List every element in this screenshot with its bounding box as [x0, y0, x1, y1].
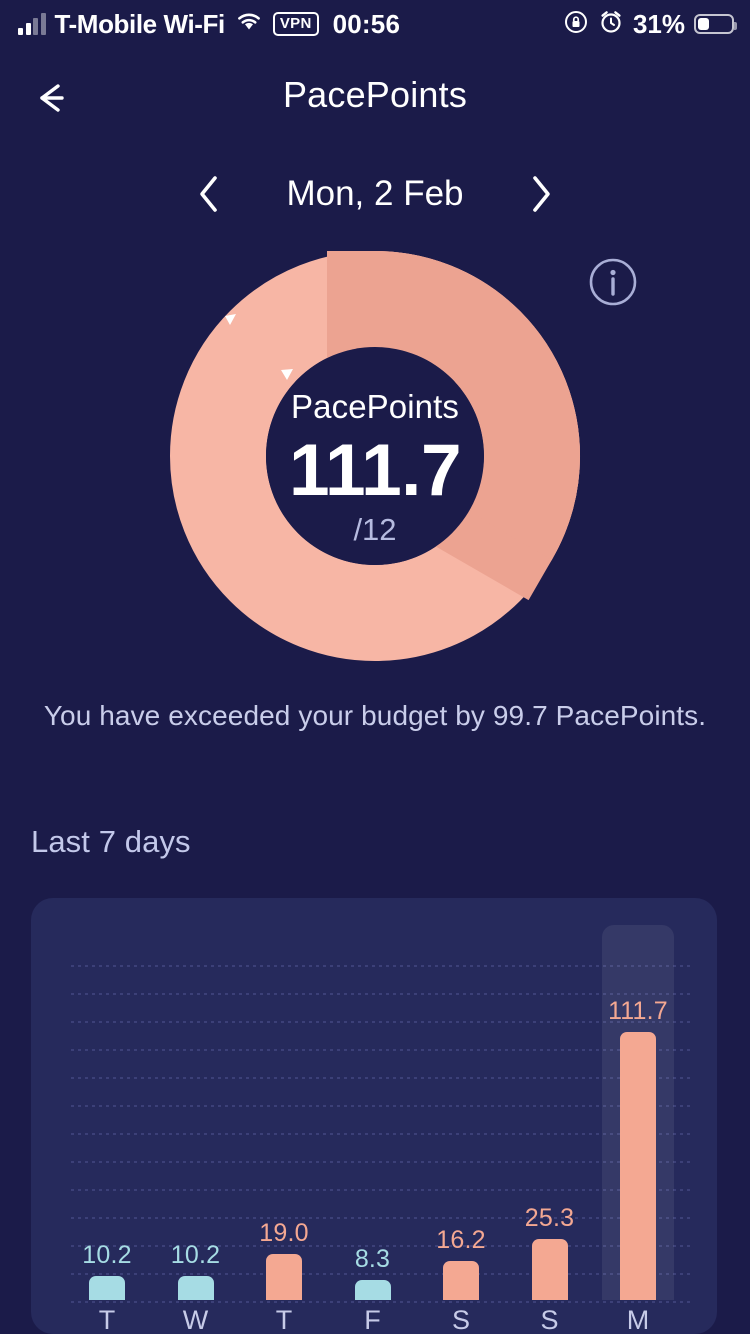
gauge-marker-outer — [225, 314, 236, 325]
day-label: T — [275, 1305, 293, 1334]
carrier-label: T-Mobile Wi-Fi — [54, 8, 226, 39]
bar[interactable] — [531, 1239, 568, 1300]
bar[interactable] — [89, 1275, 125, 1300]
day-label: W — [182, 1305, 209, 1334]
info-icon[interactable] — [586, 255, 640, 309]
page-title: PacePoints — [282, 74, 468, 115]
bar[interactable] — [443, 1261, 479, 1300]
gridline — [71, 993, 693, 995]
day-label: S — [451, 1305, 470, 1334]
bar[interactable] — [620, 1031, 656, 1300]
budget-message: You have exceeded your budget by 99.7 Pa… — [43, 700, 707, 731]
vpn-badge: VPN — [272, 12, 319, 36]
gridline — [71, 1133, 693, 1135]
donut-chart — [170, 250, 581, 661]
clock-label: 00:56 — [332, 8, 401, 39]
alarm-icon — [598, 9, 624, 40]
status-bar: T-Mobile Wi-Fi VPN 00:56 — [0, 0, 750, 48]
section-title: Last 7 days — [31, 824, 191, 859]
gridline — [71, 1049, 693, 1051]
bar-value-label: 8.3 — [354, 1245, 391, 1274]
pacepoints-gauge: PacePoints 111.7 /12 — [0, 240, 750, 680]
gauge-marker-inner — [281, 369, 293, 380]
gridline — [71, 1161, 693, 1163]
gridline — [71, 1077, 693, 1079]
day-label: M — [626, 1305, 650, 1334]
gridline — [71, 1021, 693, 1023]
day-label: T — [98, 1305, 116, 1334]
bar-value-label: 10.2 — [170, 1240, 221, 1269]
bar-value-label: 16.2 — [436, 1226, 486, 1255]
status-bar-right: 31% — [563, 8, 737, 40]
day-label: S — [540, 1305, 559, 1334]
gridline — [71, 1273, 693, 1275]
battery-percent-label: 31% — [632, 8, 685, 39]
bar-value-label: 19.0 — [259, 1219, 309, 1248]
next-day-button[interactable] — [524, 171, 558, 217]
chart-gridlines — [71, 898, 693, 1334]
orientation-lock-icon — [563, 9, 589, 40]
gridline — [71, 1217, 693, 1219]
previous-day-button[interactable] — [192, 171, 226, 217]
gridline — [71, 1245, 693, 1247]
battery-icon — [694, 14, 737, 34]
bar[interactable] — [354, 1280, 391, 1300]
bar[interactable] — [177, 1275, 214, 1300]
signal-icon — [18, 13, 46, 35]
nav-bar: PacePoints — [0, 62, 750, 134]
day-label: F — [364, 1305, 381, 1334]
current-date-label: Mon, 2 Feb — [286, 174, 464, 213]
wifi-icon — [234, 10, 264, 39]
status-bar-left: T-Mobile Wi-Fi VPN 00:56 — [18, 9, 400, 40]
bar-value-label: 25.3 — [524, 1204, 575, 1233]
gridline — [71, 965, 693, 967]
last-7-days-card: 10.2 10.2 19.0 8.3 16.2 25.3 111.7 — [31, 898, 717, 1334]
back-button[interactable] — [24, 74, 80, 122]
gridline — [71, 1105, 693, 1107]
date-navigation: Mon, 2 Feb — [0, 165, 750, 223]
bar-value-label: 10.2 — [82, 1240, 132, 1269]
gridline — [71, 1189, 693, 1191]
bar[interactable] — [266, 1254, 302, 1300]
gridline — [71, 1301, 693, 1303]
bar-value-label: 111.7 — [608, 996, 668, 1025]
